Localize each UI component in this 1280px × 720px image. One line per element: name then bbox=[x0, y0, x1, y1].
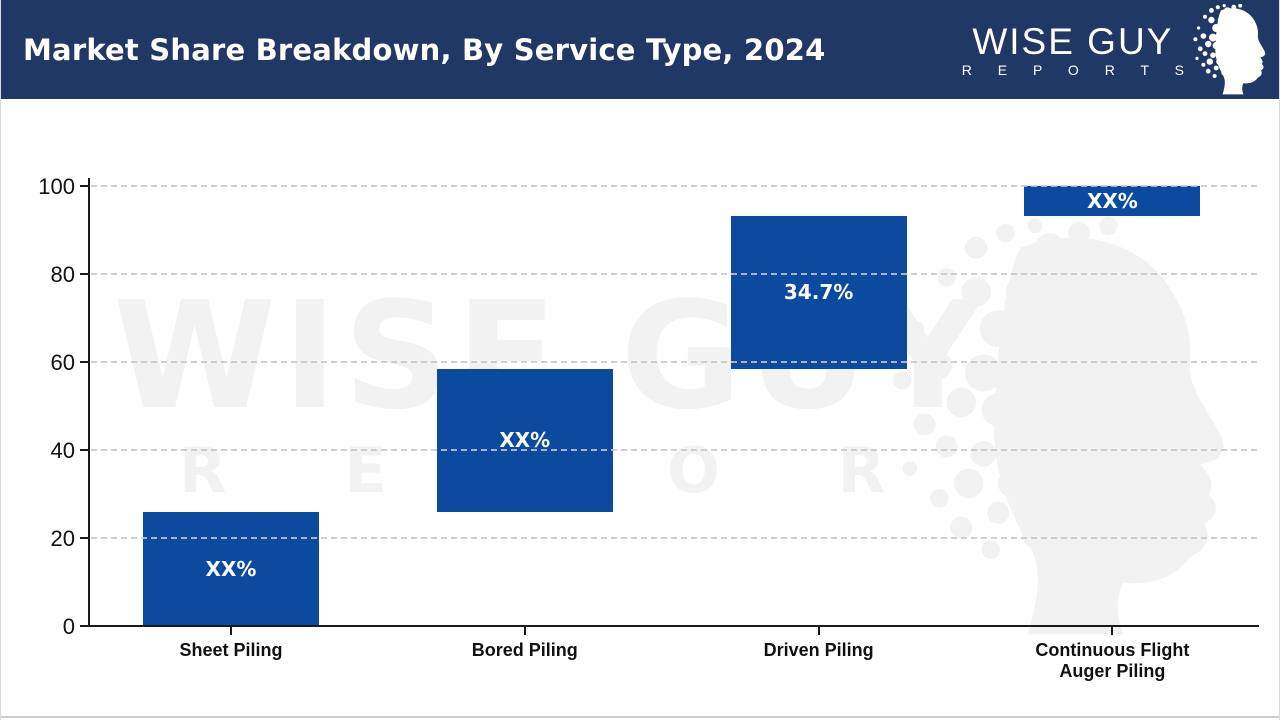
x-axis-label-continuous-flight-auger-piling: Continuous Flight Auger Piling bbox=[1035, 640, 1190, 681]
logo-text: WISE GUY R E P O R T S bbox=[951, 23, 1195, 77]
logo-wordmark: WISE GUY bbox=[972, 20, 1174, 62]
y-tick bbox=[80, 537, 89, 539]
y-tick-label: 20 bbox=[50, 526, 75, 551]
x-tick bbox=[523, 627, 526, 635]
y-tick-label: 60 bbox=[50, 350, 75, 375]
gridline bbox=[91, 537, 1257, 539]
logo-face-icon bbox=[1193, 3, 1266, 94]
x-axis-line bbox=[88, 625, 1259, 627]
y-axis-line bbox=[88, 178, 90, 627]
wiseguy-logo: WISE GUY R E P O R T S bbox=[951, 3, 1279, 96]
bar-continuous-flight-auger-piling: XX% bbox=[1024, 186, 1201, 216]
bar-sheet-piling: XX% bbox=[143, 511, 319, 626]
watermark-face-icon bbox=[893, 216, 1224, 635]
bar-bored-piling: XX% bbox=[436, 368, 613, 512]
bar-value-label: XX% bbox=[205, 556, 257, 581]
y-tick bbox=[80, 273, 89, 275]
y-tick bbox=[80, 449, 89, 451]
x-axis-label-driven-piling: Driven Piling bbox=[763, 640, 874, 660]
bottom-border bbox=[1, 716, 1279, 718]
bar-value-label: XX% bbox=[499, 428, 551, 453]
y-tick-label: 40 bbox=[50, 438, 75, 463]
x-tick bbox=[817, 627, 820, 635]
y-tick bbox=[80, 185, 89, 187]
page-title: Market Share Breakdown, By Service Type,… bbox=[23, 32, 826, 67]
gridline bbox=[91, 273, 1257, 275]
x-tick bbox=[230, 627, 232, 635]
gridline bbox=[91, 361, 1257, 363]
x-axis-label-sheet-piling: Sheet Piling bbox=[179, 640, 283, 660]
bar-value-label: 34.7% bbox=[783, 280, 854, 305]
y-tick-label: 100 bbox=[38, 174, 75, 199]
header-bar: Market Share Breakdown, By Service Type,… bbox=[1, 0, 1279, 99]
gridline bbox=[91, 449, 1257, 451]
bar-driven-piling: 34.7% bbox=[730, 215, 907, 369]
y-tick-label: 0 bbox=[62, 614, 75, 639]
logo-subtext: R E P O R T S bbox=[961, 61, 1195, 78]
x-axis-label-bored-piling: Bored Piling bbox=[471, 640, 578, 660]
bar-value-label: XX% bbox=[1086, 188, 1138, 213]
y-tick bbox=[80, 361, 89, 363]
y-tick bbox=[80, 625, 89, 627]
gridline bbox=[91, 185, 1257, 187]
y-tick-label: 80 bbox=[50, 262, 75, 287]
x-tick bbox=[1111, 627, 1114, 635]
